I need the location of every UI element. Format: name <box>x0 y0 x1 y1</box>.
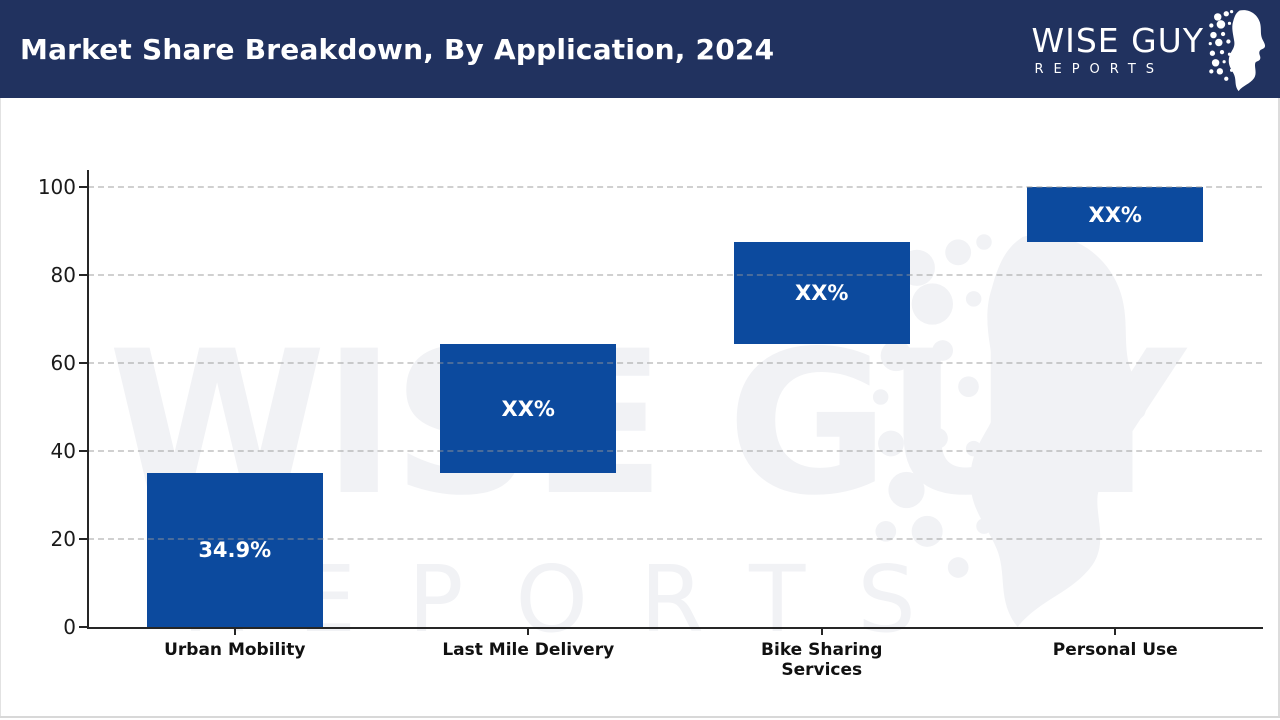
category-label: Urban Mobility <box>164 640 306 660</box>
bar-bike-sharing-services: XX% <box>733 242 910 345</box>
x-axis-tick-mark <box>527 629 530 635</box>
x-axis-tick-mark <box>1114 629 1117 635</box>
bar-value-label: XX% <box>501 396 555 421</box>
x-axis-tick-mark <box>233 629 236 635</box>
gridline-y20 <box>88 538 1262 540</box>
bar-value-label: XX% <box>795 281 849 306</box>
y-axis-tick-mark <box>79 362 87 364</box>
y-axis-tick-mark <box>79 450 87 452</box>
page-title: Market Share Breakdown, By Application, … <box>20 32 775 66</box>
x-axis-spine <box>87 627 1263 629</box>
y-axis-tick-mark <box>79 274 87 276</box>
gridline-y40 <box>88 450 1262 452</box>
category-label: Last Mile Delivery <box>442 640 615 660</box>
bar-personal-use: XX% <box>1027 187 1204 242</box>
gridline-y80 <box>88 274 1262 276</box>
y-axis-tick-mark <box>79 538 87 540</box>
page-edge-right <box>1278 98 1280 718</box>
y-axis-spine <box>87 170 89 629</box>
wise-guy-logo: WISE GUY REPORTS <box>1031 4 1270 96</box>
y-axis-tick-label: 100 <box>37 175 76 199</box>
bar-value-label: XX% <box>1088 202 1142 227</box>
logo-text: WISE GUY REPORTS <box>1031 21 1204 78</box>
y-axis-tick-label: 0 <box>63 615 76 639</box>
y-axis-tick-label: 40 <box>50 439 76 463</box>
bar-urban-mobility: 34.9% <box>146 473 323 627</box>
y-axis-tick-mark <box>79 626 87 628</box>
y-axis-tick-label: 80 <box>50 263 76 287</box>
bar-value-label: 34.9% <box>198 538 272 563</box>
category-label: Personal Use <box>1052 640 1178 660</box>
logo-wordmark: WISE GUY <box>1031 21 1204 60</box>
gridline-y60 <box>88 362 1262 364</box>
logo-subtext: REPORTS <box>1034 62 1165 77</box>
page-edge-left <box>0 98 1 718</box>
header-bar: Market Share Breakdown, By Application, … <box>0 0 1280 98</box>
page-edge-bottom <box>0 716 1280 718</box>
y-axis-tick-mark <box>79 186 87 188</box>
category-label: Bike Sharing Services <box>761 640 883 680</box>
y-axis-tick-label: 20 <box>50 527 76 551</box>
y-axis-tick-label: 60 <box>50 351 76 375</box>
gridline-y100 <box>88 186 1262 188</box>
bar-last-mile-delivery: XX% <box>440 344 617 473</box>
x-axis-tick-mark <box>820 629 823 635</box>
